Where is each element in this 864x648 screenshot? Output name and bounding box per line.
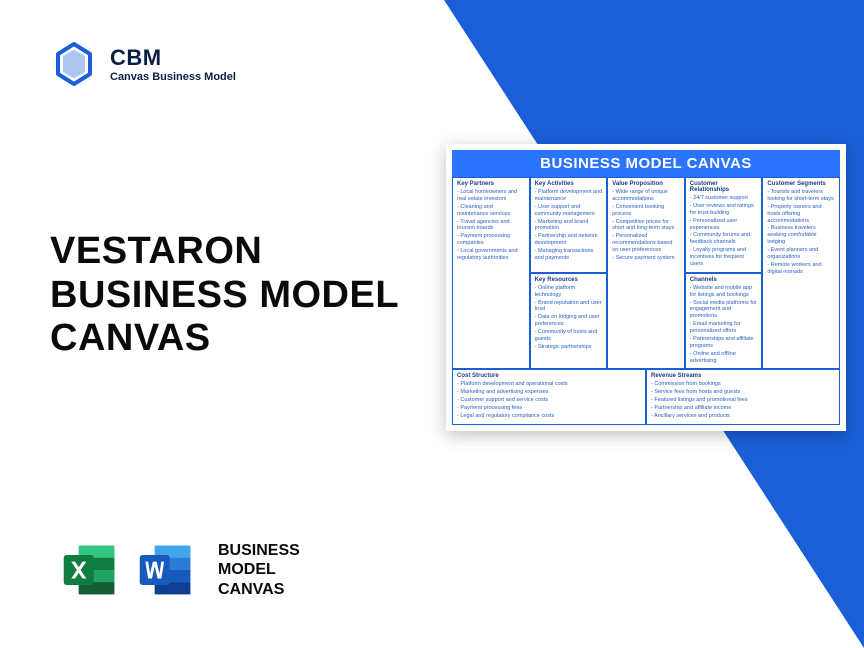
- list-item: Event planners and organizations: [767, 247, 835, 261]
- list-item: Partnership and affiliate income: [651, 405, 835, 412]
- list-item: Secure payment system: [612, 255, 680, 262]
- list-item: Remote workers and digital nomads: [767, 262, 835, 276]
- page-title: VESTARON BUSINESS MODEL CANVAS: [50, 230, 399, 361]
- list-item: Travel agencies and tourism boards: [457, 219, 525, 233]
- list-item: Service fees from hosts and guests: [651, 389, 835, 396]
- list-item: Online and offline advertising: [690, 351, 758, 365]
- cell-channels: Channels Website and mobile app for list…: [685, 273, 763, 370]
- list-item: Email marketing for personalized offers: [690, 321, 758, 335]
- list-item: Platform development and maintenance: [535, 189, 603, 203]
- list-item: Local homeowners and real estate investo…: [457, 189, 525, 203]
- word-icon: [136, 540, 196, 600]
- cbm-logo-icon: [50, 40, 98, 88]
- list-item: Loyalty programs and incentives for freq…: [690, 247, 758, 268]
- list-item: Marketing and advertising expenses: [457, 389, 641, 396]
- list-item: Competitive prices for short and long-te…: [612, 219, 680, 233]
- cell-customer-relationships: Customer Relationships 24/7 customer sup…: [685, 177, 763, 273]
- cell-title: Key Partners: [457, 181, 525, 187]
- list-item: Partnerships and affiliate programs: [690, 336, 758, 350]
- canvas-grid: Key Partners Local homeowners and real e…: [452, 177, 840, 425]
- list-item: Local governments and regulatory authori…: [457, 248, 525, 262]
- list-item: Brand reputation and user trust: [535, 300, 603, 314]
- cell-title: Customer Relationships: [690, 181, 758, 193]
- file-icons-area: BUSINESS MODEL CANVAS: [60, 540, 300, 600]
- canvas-preview-card: BUSINESS MODEL CANVAS Key Partners Local…: [446, 144, 846, 431]
- cell-title: Channels: [690, 277, 758, 283]
- list-item: Customer support and service costs: [457, 397, 641, 404]
- list-item: Ancillary services and products: [651, 413, 835, 420]
- list-item: Legal and regulatory compliance costs: [457, 413, 641, 420]
- list-item: User support and community management: [535, 204, 603, 218]
- excel-icon: [60, 540, 120, 600]
- logo-subtitle: Canvas Business Model: [110, 71, 236, 83]
- cell-title: Customer Segments: [767, 181, 835, 187]
- list-item: Property owners and hosts offering accom…: [767, 204, 835, 225]
- list-item: Personalized recommendations based on us…: [612, 233, 680, 254]
- cell-cost-structure: Cost Structure Platform development and …: [452, 369, 646, 424]
- list-item: Partnership and network development: [535, 233, 603, 247]
- list-item: Platform development and operational cos…: [457, 381, 641, 388]
- list-item: Convenient booking process: [612, 204, 680, 218]
- list-item: Managing transactions and payments: [535, 248, 603, 262]
- list-item: Social media platforms for engagement an…: [690, 300, 758, 321]
- cell-title: Key Resources: [535, 277, 603, 283]
- list-item: Strategic partnerships: [535, 344, 603, 351]
- list-item: Data on lodging and user preferences: [535, 314, 603, 328]
- list-item: Cleaning and maintenance services: [457, 204, 525, 218]
- list-item: Payment processing companies: [457, 233, 525, 247]
- list-item: Marketing and brand promotion: [535, 219, 603, 233]
- list-item: Tourists and travelers looking for short…: [767, 189, 835, 203]
- cell-title: Value Proposition: [612, 181, 680, 187]
- cell-key-activities: Key Activities Platform development and …: [530, 177, 608, 273]
- list-item: Payment processing fees: [457, 405, 641, 412]
- cell-title: Key Activities: [535, 181, 603, 187]
- cell-title: Revenue Streams: [651, 373, 835, 379]
- cell-value-proposition: Value Proposition Wide range of unique a…: [607, 177, 685, 369]
- logo-title: CBM: [110, 45, 236, 71]
- cell-key-partners: Key Partners Local homeowners and real e…: [452, 177, 530, 369]
- list-item: Website and mobile app for listings and …: [690, 285, 758, 299]
- list-item: Wide range of unique accommodations: [612, 189, 680, 203]
- list-item: Online platform technology: [535, 285, 603, 299]
- file-icons-label: BUSINESS MODEL CANVAS: [218, 541, 300, 599]
- list-item: Featured listings and promotional fees: [651, 397, 835, 404]
- list-item: Community of hosts and guests: [535, 329, 603, 343]
- cell-title: Cost Structure: [457, 373, 641, 379]
- list-item: Business travelers seeking comfortable l…: [767, 225, 835, 246]
- list-item: Personalized user experiences: [690, 218, 758, 232]
- list-item: Community forums and feedback channels: [690, 232, 758, 246]
- cell-key-resources: Key Resources Online platform technology…: [530, 273, 608, 370]
- list-item: Commission from bookings: [651, 381, 835, 388]
- list-item: 24/7 customer support: [690, 195, 758, 202]
- cell-revenue-streams: Revenue Streams Commission from bookings…: [646, 369, 840, 424]
- logo-area: CBM Canvas Business Model: [50, 40, 236, 88]
- canvas-header: BUSINESS MODEL CANVAS: [452, 150, 840, 177]
- list-item: User reviews and ratings for trust-build…: [690, 203, 758, 217]
- cell-customer-segments: Customer Segments Tourists and travelers…: [762, 177, 840, 369]
